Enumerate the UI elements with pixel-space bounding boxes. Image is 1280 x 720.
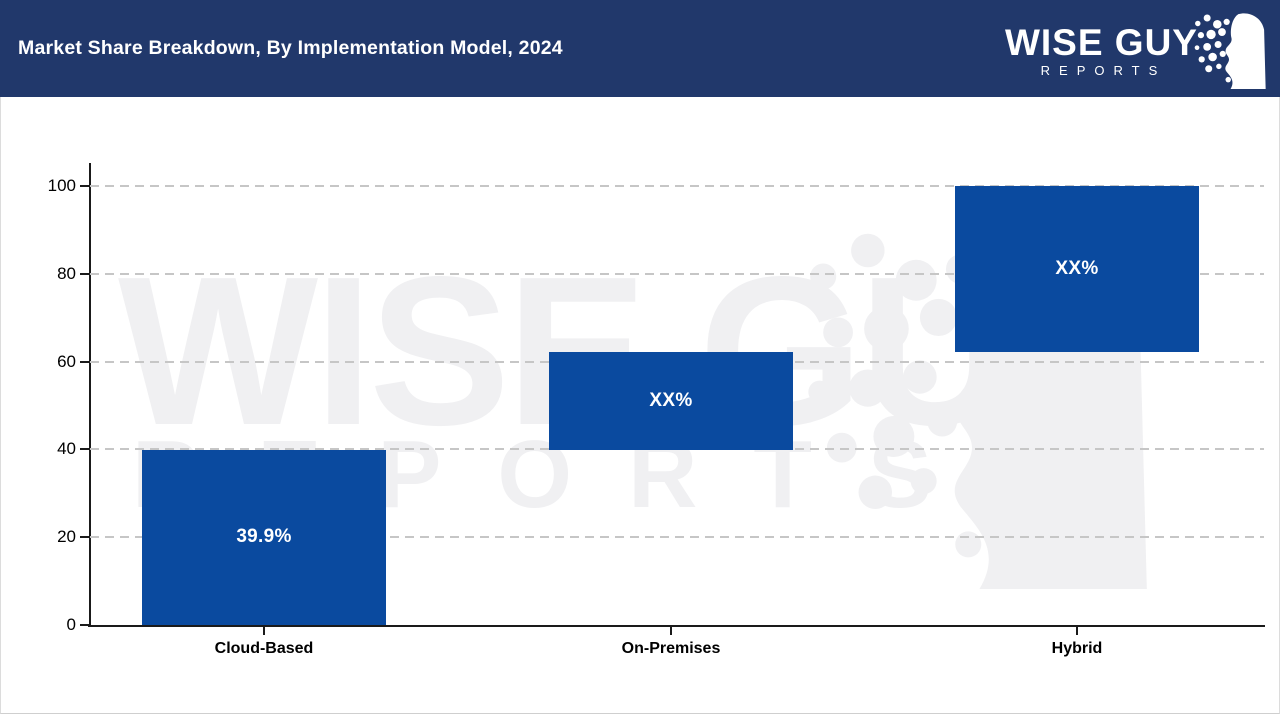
x-category-label: Hybrid	[1051, 640, 1103, 657]
y-tick-label: 40	[57, 439, 76, 459]
x-category-label: On-Premises	[621, 640, 721, 657]
y-tick-mark	[80, 360, 89, 363]
x-tick-mark	[670, 627, 672, 635]
y-tick-mark	[80, 185, 89, 187]
y-tick-label: 60	[57, 351, 76, 371]
y-tick-mark	[80, 448, 89, 451]
y-tick-label: 100	[47, 176, 76, 195]
bar-value-label: XX%	[649, 389, 693, 411]
x-axis-line	[88, 625, 1265, 627]
bar-value-label: 39.9%	[236, 526, 292, 548]
gridline-100	[90, 185, 1264, 187]
y-tick-label: 0	[66, 615, 76, 634]
x-category-label: Cloud-Based	[214, 640, 314, 657]
y-tick-mark	[80, 536, 89, 539]
bar-value-label: XX%	[1055, 257, 1099, 279]
brand-name: WISE GUY	[1004, 21, 1198, 63]
brand-logo-text: WISE GUY REPORTS	[1005, 24, 1198, 77]
y-tick-label: 80	[57, 263, 76, 283]
gridline-20	[90, 536, 1264, 539]
header-bar: Market Share Breakdown, By Implementatio…	[0, 0, 1280, 97]
y-tick-mark	[80, 624, 89, 626]
bar-cloud-based: 39.9%	[142, 449, 386, 625]
brand-subname: REPORTS	[1040, 62, 1167, 78]
bar-on-premises: XX%	[549, 351, 793, 450]
x-tick-mark	[1076, 627, 1078, 635]
x-tick-mark	[263, 627, 265, 635]
page-title: Market Share Breakdown, By Implementatio…	[18, 37, 563, 59]
y-tick-label: 20	[57, 527, 76, 547]
y-tick-mark	[80, 272, 89, 275]
bar-hybrid: XX%	[955, 186, 1199, 352]
brand-logo: WISE GUY REPORTS	[1005, 8, 1268, 92]
y-axis-line	[89, 163, 91, 626]
gridline-80	[90, 272, 1264, 275]
dotted-face-profile-icon	[1194, 13, 1266, 89]
